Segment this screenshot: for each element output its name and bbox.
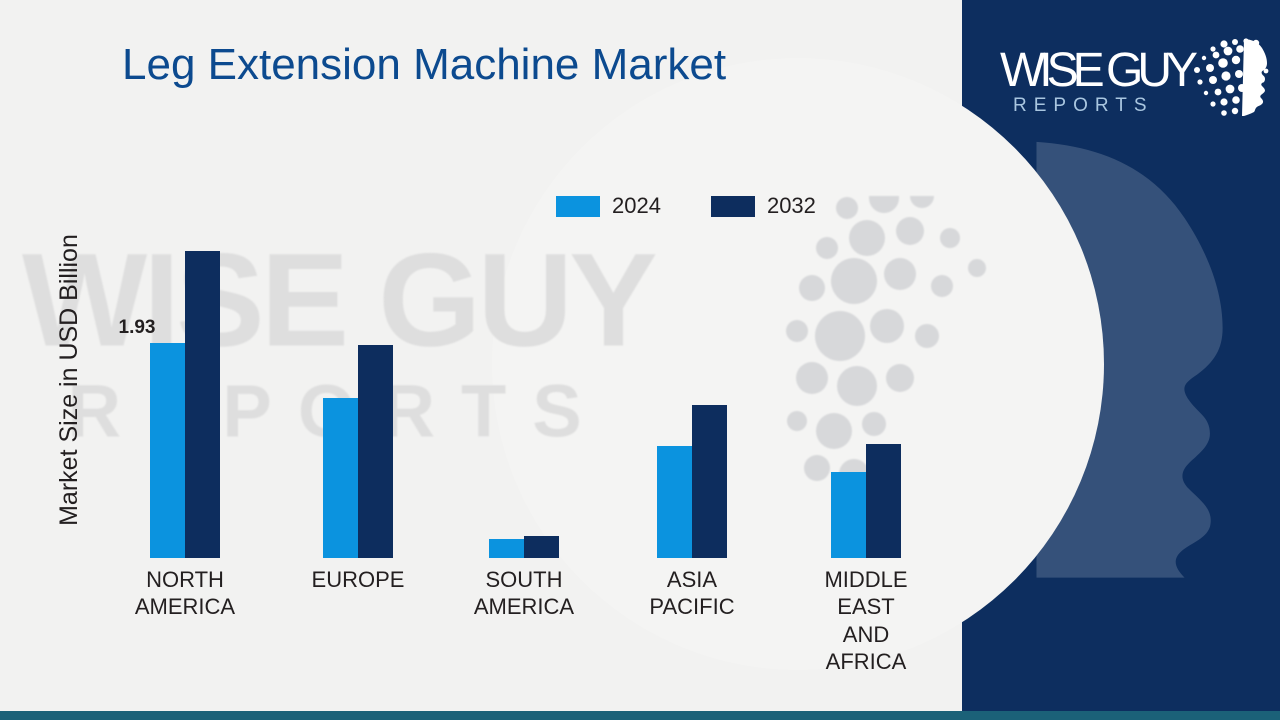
svg-text:REPORTS: REPORTS: [1013, 95, 1154, 116]
svg-text:WISE GUY: WISE GUY: [1000, 44, 1197, 97]
